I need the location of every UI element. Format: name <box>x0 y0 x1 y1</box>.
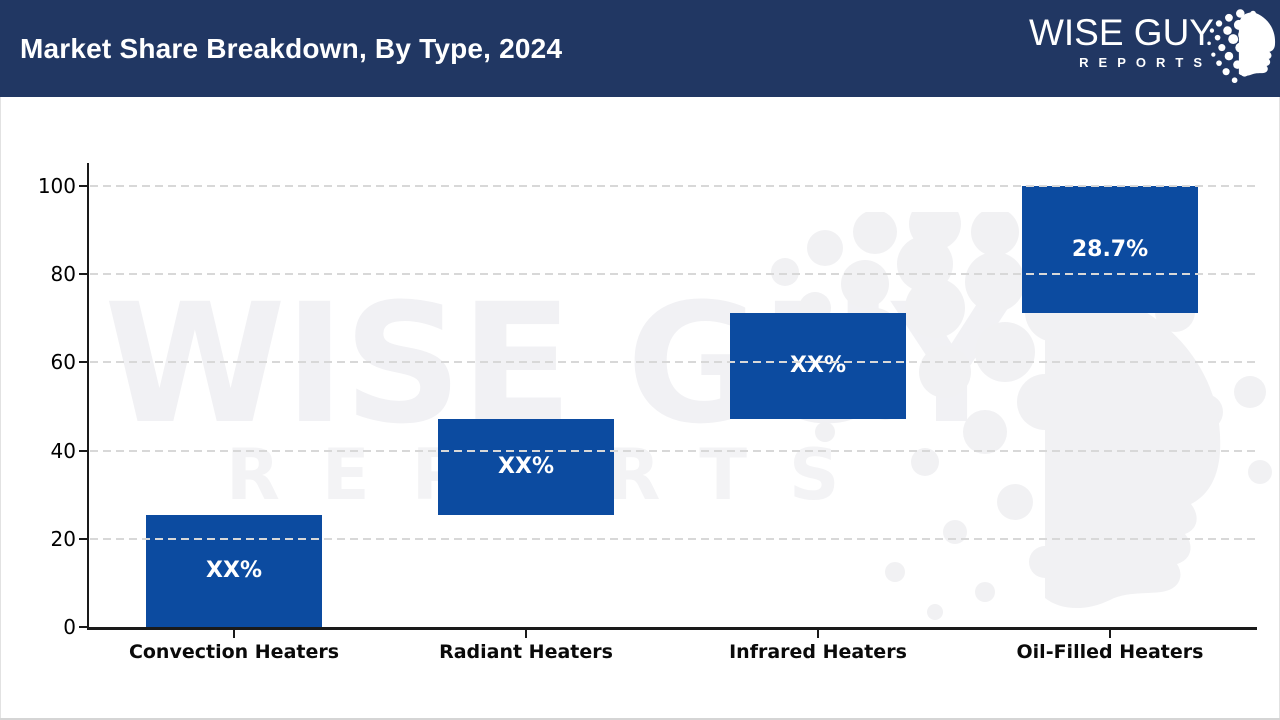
bar-value-label: XX% <box>498 454 554 480</box>
y-tick <box>79 537 87 540</box>
x-tick <box>525 630 527 638</box>
brand-logo-line1: WISE GUY <box>1028 12 1214 53</box>
x-axis-label: Oil-Filled Heaters <box>1016 641 1204 663</box>
y-tick-label: 20 <box>50 526 76 551</box>
y-tick-label: 80 <box>50 262 76 287</box>
brand-logo-line2: REPORTS <box>1079 55 1212 70</box>
x-axis-label: Convection Heaters <box>128 641 340 663</box>
y-tick <box>79 626 87 628</box>
y-tick-label: 0 <box>63 615 76 639</box>
y-tick <box>79 361 87 364</box>
y-tick <box>79 449 87 452</box>
brand-head-icon <box>1207 9 1276 84</box>
y-axis-line <box>87 163 89 628</box>
x-tick <box>233 630 235 638</box>
y-tick <box>79 185 87 187</box>
x-axis-line <box>87 627 1257 630</box>
gridline <box>90 185 1256 187</box>
y-tick <box>79 273 87 276</box>
gridline <box>90 361 1256 364</box>
header-bar: Market Share Breakdown, By Type, 2024 WI… <box>0 0 1280 97</box>
brand-logo: WISE GUY REPORTS <box>1029 14 1214 69</box>
y-tick-label: 60 <box>50 350 76 375</box>
bar-value-label: XX% <box>206 558 262 584</box>
bar: XX% <box>438 418 614 515</box>
y-tick-label: 40 <box>50 438 76 463</box>
bar: XX% <box>730 312 906 419</box>
gridline <box>90 449 1256 452</box>
bar-value-label: 28.7% <box>1071 236 1149 262</box>
x-axis-label: Radiant Heaters <box>439 641 613 663</box>
y-tick-label: 100 <box>37 174 76 198</box>
x-tick <box>1109 630 1111 638</box>
x-axis-label: Infrared Heaters <box>729 641 907 663</box>
gridline <box>90 273 1256 276</box>
bar: XX% <box>146 514 322 627</box>
page-title: Market Share Breakdown, By Type, 2024 <box>20 32 563 64</box>
x-tick <box>817 630 819 638</box>
page-border-bottom <box>0 718 1280 720</box>
gridline <box>90 537 1256 540</box>
chart-area: XX% Convection Heaters XX% Radiant Heaters X… <box>0 97 1280 720</box>
page-border-left <box>0 97 1 720</box>
bar-value-label: XX% <box>790 353 846 379</box>
bar: 28.7% <box>1022 186 1198 313</box>
